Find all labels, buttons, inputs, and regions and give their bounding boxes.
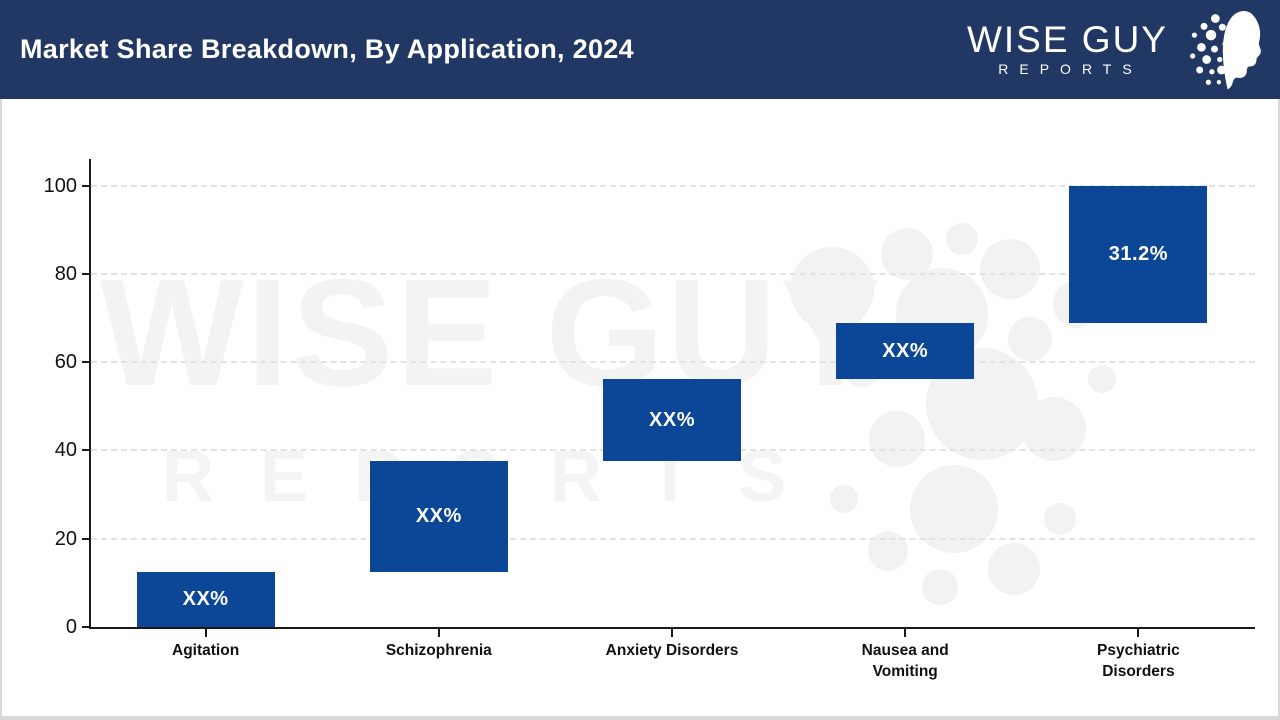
bar-value-label: XX% bbox=[182, 587, 229, 610]
plot: 0 20 40 60 80 100 XX% Agitation XX% Schizophrenia… bbox=[2, 99, 1278, 716]
bar-anxiety-disorders: XX% bbox=[603, 378, 741, 462]
x-axis-spine bbox=[89, 627, 1255, 629]
header-bar: Market Share Breakdown, By Application, … bbox=[0, 0, 1280, 99]
y-gridline bbox=[91, 184, 1255, 187]
logo-subtext: REPORTS bbox=[998, 61, 1143, 77]
wiseguy-logo: WISE GUY REPORTS bbox=[967, 8, 1266, 91]
y-tick-mark bbox=[82, 184, 89, 187]
y-tick-mark bbox=[82, 272, 89, 275]
watermark-wordmark: WISE GUY bbox=[100, 248, 885, 418]
bar-schizophrenia: XX% bbox=[369, 461, 508, 572]
y-gridline bbox=[91, 537, 1255, 540]
bar-agitation: XX% bbox=[136, 571, 275, 627]
category-label: Psychiatric Disorders bbox=[1097, 642, 1180, 680]
x-tick-mark bbox=[437, 629, 440, 637]
bar-value-label: 31.2% bbox=[1108, 242, 1168, 265]
x-tick-mark bbox=[671, 629, 673, 637]
logo-head-icon bbox=[1190, 10, 1261, 90]
bar-value-label: XX% bbox=[649, 408, 695, 431]
y-tick-mark bbox=[82, 626, 89, 628]
category-label: Nausea and Vomiting bbox=[861, 642, 949, 680]
chart-area: WISE GUY REPORTS 020406080100XX%Agitatio… bbox=[0, 99, 1280, 720]
y-axis-spine bbox=[89, 159, 91, 629]
y-axis-tick-label: 60 bbox=[54, 351, 77, 374]
x-tick-mark bbox=[204, 629, 207, 637]
logo-wordmark: WISE GUY bbox=[966, 19, 1168, 60]
bar-psychiatric-disorders: 31.2% bbox=[1069, 185, 1208, 324]
y-gridline bbox=[91, 361, 1255, 364]
bar-nausea-and-vomiting: XX% bbox=[836, 323, 975, 379]
page-title: Market Share Breakdown, By Application, … bbox=[20, 34, 634, 64]
y-axis-tick-label: 0 bbox=[65, 616, 77, 638]
y-tick-mark bbox=[82, 361, 89, 364]
x-tick-mark bbox=[1137, 629, 1140, 637]
bar-value-label: XX% bbox=[415, 505, 462, 528]
y-gridline bbox=[91, 272, 1255, 275]
category-label: Agitation bbox=[172, 642, 240, 659]
category-label: Anxiety Disorders bbox=[605, 642, 739, 659]
y-axis-tick-label: 80 bbox=[54, 262, 77, 285]
y-axis-tick-label: 40 bbox=[54, 439, 77, 462]
category-label: Schizophrenia bbox=[385, 642, 492, 659]
logo-text: WISE GUY REPORTS bbox=[967, 21, 1168, 78]
y-tick-mark bbox=[82, 537, 89, 540]
x-tick-mark bbox=[904, 629, 907, 637]
y-axis-tick-label: 20 bbox=[54, 527, 77, 550]
bar-value-label: XX% bbox=[882, 339, 929, 362]
y-axis-tick-label: 100 bbox=[43, 174, 77, 197]
y-tick-mark bbox=[82, 449, 89, 452]
